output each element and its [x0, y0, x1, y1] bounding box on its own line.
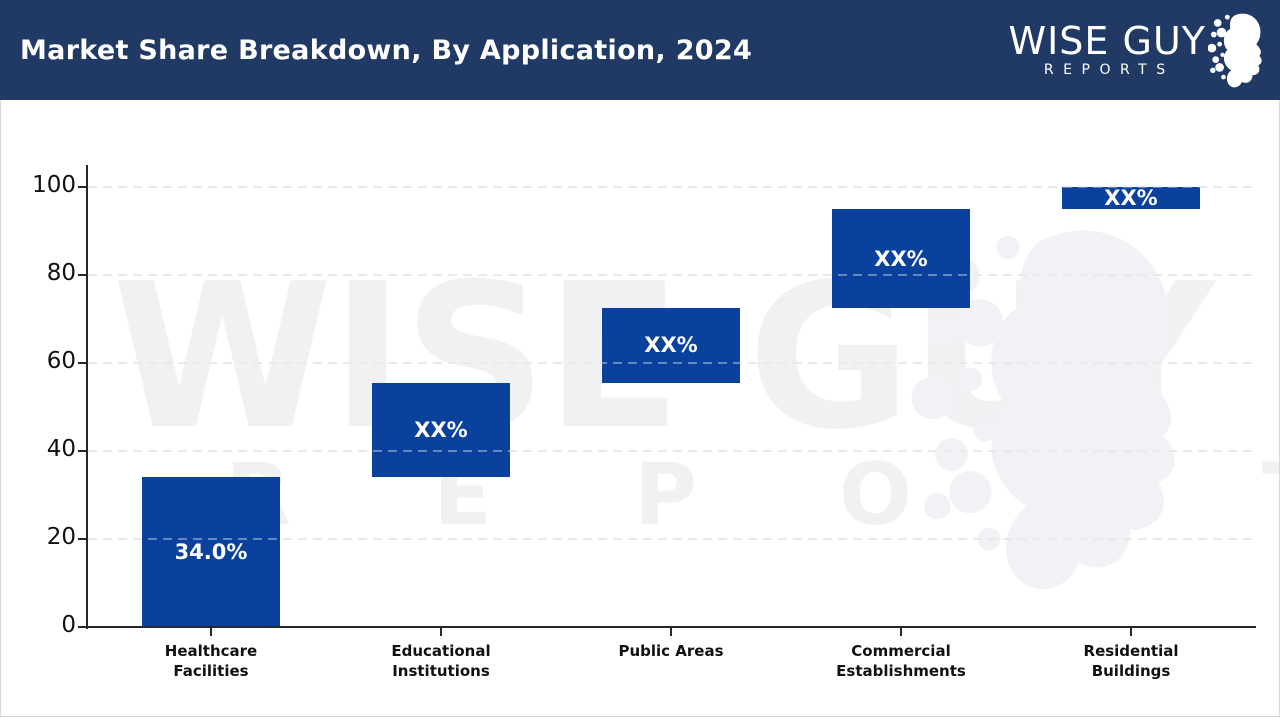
x-tick-mark — [210, 628, 212, 636]
watermark-head-graphic — [910, 230, 1176, 590]
y-tick-mark — [78, 362, 86, 364]
y-axis-tick-label: 100 — [32, 172, 76, 198]
gridline-overlay — [88, 450, 1256, 452]
gridline-overlay — [88, 274, 1256, 276]
y-axis-tick-label: 40 — [46, 436, 76, 462]
y-axis-spine — [86, 165, 88, 629]
bar-value-label: XX% — [1104, 186, 1158, 210]
x-tick-mark — [1130, 628, 1132, 636]
wise-guy-logo: WISE GUY REPORTS — [1009, 8, 1266, 92]
bar-value-label: 34.0% — [174, 540, 248, 565]
x-tick-mark — [440, 628, 442, 636]
gridline — [88, 274, 1256, 276]
logo-wordmark: WISE GUY — [1008, 18, 1206, 63]
x-axis-category-label: Public Areas — [618, 642, 724, 660]
gridline-overlay — [88, 186, 1256, 188]
gridline — [88, 450, 1256, 452]
logo-subtext: REPORTS — [1043, 62, 1175, 79]
y-axis-tick-label: 0 — [61, 612, 76, 638]
bar-segment: XX% — [832, 209, 970, 308]
page-title: Market Share Breakdown, By Application, … — [20, 34, 753, 66]
x-axis-spine — [86, 626, 1256, 628]
bar-segment: XX% — [372, 382, 510, 478]
x-axis-category-label: Commercial Establishments — [836, 642, 966, 680]
y-tick-mark — [78, 538, 86, 540]
logo-text: WISE GUY REPORTS — [1008, 18, 1206, 79]
bar-segment: 34.0% — [142, 477, 280, 627]
y-axis-tick-label: 80 — [46, 260, 76, 286]
bar-value-label: XX% — [644, 333, 698, 358]
header-bar: Market Share Breakdown, By Application, … — [0, 0, 1280, 100]
gridline-overlay — [88, 538, 1256, 540]
y-tick-mark — [78, 274, 86, 276]
x-axis-category-label: Educational Institutions — [391, 642, 491, 680]
y-axis-tick-label: 60 — [46, 348, 76, 374]
x-axis-category-label: Healthcare Facilities — [164, 642, 258, 680]
bar-segment: XX% — [1062, 186, 1200, 210]
gridline — [88, 538, 1256, 540]
y-tick-mark — [78, 626, 86, 628]
x-axis-category-label: Residential Buildings — [1083, 642, 1179, 680]
gridline-overlay — [88, 362, 1256, 364]
gridline — [88, 186, 1256, 188]
y-tick-mark — [78, 450, 86, 452]
y-axis-tick-label: 20 — [46, 524, 76, 550]
bar-value-label: XX% — [414, 418, 468, 443]
logo-head-icon — [1208, 13, 1262, 88]
bar-segment: XX% — [602, 308, 740, 383]
x-tick-mark — [670, 628, 672, 636]
x-tick-mark — [900, 628, 902, 636]
y-tick-mark — [78, 186, 86, 188]
bar-value-label: XX% — [874, 246, 928, 271]
